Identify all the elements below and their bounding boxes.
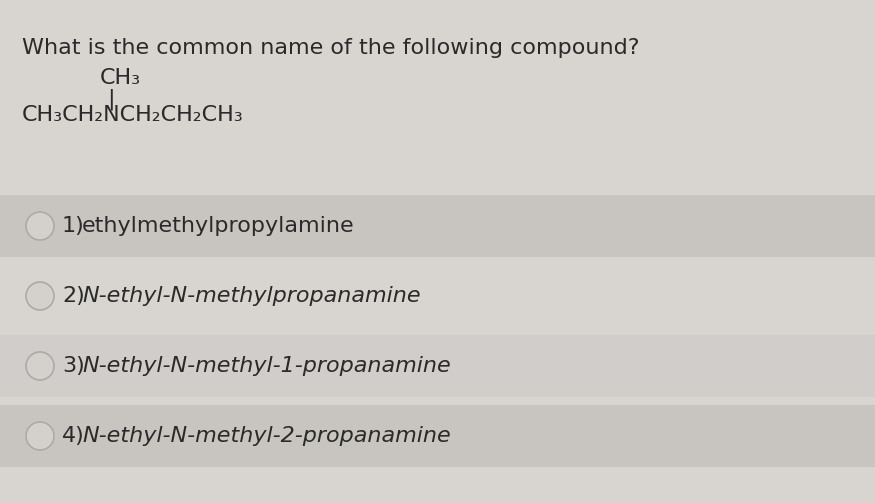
Circle shape xyxy=(26,352,54,380)
Bar xyxy=(0,335,875,397)
Text: 1): 1) xyxy=(62,216,85,236)
Bar xyxy=(0,405,875,467)
Text: CH₃CH₂NCH₂CH₂CH₃: CH₃CH₂NCH₂CH₂CH₃ xyxy=(22,105,244,125)
Bar xyxy=(0,195,875,257)
Circle shape xyxy=(26,422,54,450)
Text: CH₃: CH₃ xyxy=(100,68,141,88)
Circle shape xyxy=(26,282,54,310)
Text: 4): 4) xyxy=(62,426,85,446)
Text: |: | xyxy=(107,88,115,110)
Text: N-ethyl-N-methylpropanamine: N-ethyl-N-methylpropanamine xyxy=(82,286,421,306)
Text: What is the common name of the following compound?: What is the common name of the following… xyxy=(22,38,640,58)
Text: ethylmethylpropylamine: ethylmethylpropylamine xyxy=(82,216,354,236)
Text: 3): 3) xyxy=(62,356,85,376)
Circle shape xyxy=(26,212,54,240)
Bar xyxy=(0,265,875,327)
Text: 2): 2) xyxy=(62,286,85,306)
Text: N-ethyl-N-methyl-1-propanamine: N-ethyl-N-methyl-1-propanamine xyxy=(82,356,451,376)
Text: N-ethyl-N-methyl-2-propanamine: N-ethyl-N-methyl-2-propanamine xyxy=(82,426,451,446)
